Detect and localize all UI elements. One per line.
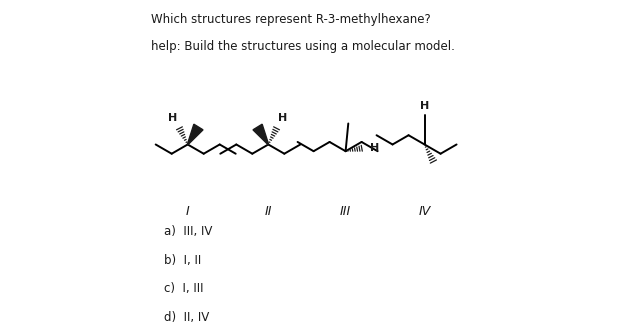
Text: b)  I, II: b) I, II <box>164 254 202 267</box>
Polygon shape <box>253 124 268 145</box>
Text: Which structures represent R-3-methylhexane?: Which structures represent R-3-methylhex… <box>151 13 431 27</box>
Text: H: H <box>168 113 177 123</box>
Text: help: Build the structures using a molecular model.: help: Build the structures using a molec… <box>151 40 455 53</box>
Text: H: H <box>278 113 288 123</box>
Text: IV: IV <box>419 205 431 218</box>
Text: I: I <box>186 205 190 218</box>
Text: d)  II, IV: d) II, IV <box>164 311 210 324</box>
Text: H: H <box>420 101 429 111</box>
Text: c)  I, III: c) I, III <box>164 282 203 295</box>
Text: H: H <box>370 143 379 153</box>
Text: III: III <box>340 205 351 218</box>
Polygon shape <box>187 124 203 145</box>
Text: II: II <box>265 205 272 218</box>
Text: a)  III, IV: a) III, IV <box>164 225 213 238</box>
